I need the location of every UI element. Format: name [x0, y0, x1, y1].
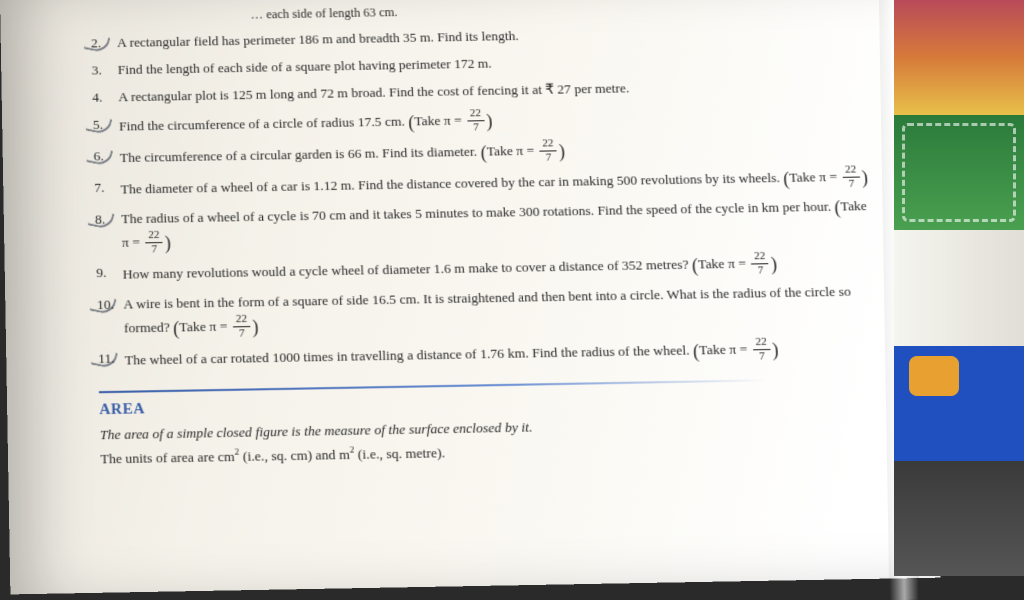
fraction-denominator: 7 — [843, 178, 861, 191]
book-spine — [894, 230, 1024, 345]
question-number: 8. — [95, 209, 122, 257]
pi-label: Take π = — [698, 255, 747, 271]
question-body: Find the circumference of a circle of ra… — [119, 113, 405, 133]
fraction-denominator: 7 — [467, 121, 485, 133]
question-number: 10. — [97, 294, 125, 342]
book-spine — [894, 346, 1024, 461]
pi-label: Take π = — [486, 142, 534, 158]
background-books — [894, 0, 1024, 576]
question-number: 6. — [93, 146, 120, 172]
question-number: 9. — [96, 262, 123, 288]
question-text: The wheel of a car rotated 1000 times in… — [124, 335, 884, 374]
pi-label: Take π = — [414, 112, 462, 128]
fraction-denominator: 7 — [145, 243, 163, 256]
pi-fraction: 227 — [752, 337, 771, 363]
fraction-numerator: 22 — [467, 108, 485, 121]
area-line2-b: (i.e., sq. cm) and m — [239, 445, 350, 463]
paren-close: ) — [770, 253, 777, 274]
book-spine — [894, 115, 1024, 230]
question-number: 2. — [91, 33, 118, 54]
pi-fraction: 227 — [233, 314, 251, 340]
question-number: 4. — [92, 87, 119, 109]
question-body: The radius of a wheel of a cycle is 70 c… — [121, 199, 831, 227]
fraction-denominator: 7 — [233, 327, 251, 340]
fraction-numerator: 22 — [539, 138, 557, 151]
book-spine — [894, 461, 1024, 576]
paren-close: ) — [486, 111, 493, 131]
area-line2-a: The units of area are cm — [100, 447, 235, 465]
question-text: The radius of a wheel of a cycle is 70 c… — [121, 196, 876, 256]
question-row: 8. The radius of a wheel of a cycle is 7… — [95, 196, 877, 257]
paren-close: ) — [252, 316, 259, 337]
pi-fraction: 227 — [539, 138, 557, 164]
area-body: The area of a simple closed figure is th… — [100, 409, 891, 469]
question-body: How many revolutions would a cycle wheel… — [122, 256, 688, 281]
paren-close: ) — [772, 339, 779, 360]
area-line2-c: (i.e., sq. metre). — [354, 444, 445, 461]
fraction-denominator: 7 — [753, 350, 771, 363]
fraction-denominator: 7 — [752, 264, 770, 277]
question-body: The diameter of a wheel of a car is 1.12… — [120, 170, 780, 197]
pi-fraction: 227 — [467, 108, 485, 134]
fraction-numerator: 22 — [751, 251, 769, 265]
question-number: 7. — [94, 177, 121, 203]
pi-label: Take π = — [179, 318, 228, 334]
pi-label: Take π = — [699, 341, 748, 357]
fraction-numerator: 22 — [233, 314, 251, 328]
book-icon — [909, 356, 959, 396]
pi-fraction: 227 — [145, 230, 163, 256]
pi-fraction: 227 — [842, 164, 861, 190]
question-row: 11. The wheel of a car rotated 1000 time… — [98, 335, 885, 375]
question-body: The circumference of a circular garden i… — [120, 143, 478, 165]
fraction-numerator: 22 — [752, 337, 770, 351]
book-spine — [894, 0, 1024, 115]
pi-label: Take π = — [789, 169, 838, 185]
paren-close: ) — [861, 167, 868, 187]
fraction-numerator: 22 — [145, 230, 163, 244]
question-row: 10. A wire is bent in the form of a squa… — [97, 281, 883, 342]
question-body: The wheel of a car rotated 1000 times in… — [125, 342, 690, 368]
question-number: 3. — [91, 60, 118, 81]
textbook-page: … each side of length 63 cm. 2. A rectan… — [0, 0, 941, 594]
question-number: 5. — [93, 115, 120, 141]
question-text: A wire is bent in the form of a square o… — [123, 281, 882, 342]
paren-close: ) — [558, 141, 565, 161]
question-number: 11. — [98, 348, 125, 374]
paren-close: ) — [164, 232, 171, 253]
fraction-denominator: 7 — [540, 151, 558, 163]
pi-fraction: 227 — [751, 251, 770, 277]
fraction-numerator: 22 — [842, 164, 860, 178]
